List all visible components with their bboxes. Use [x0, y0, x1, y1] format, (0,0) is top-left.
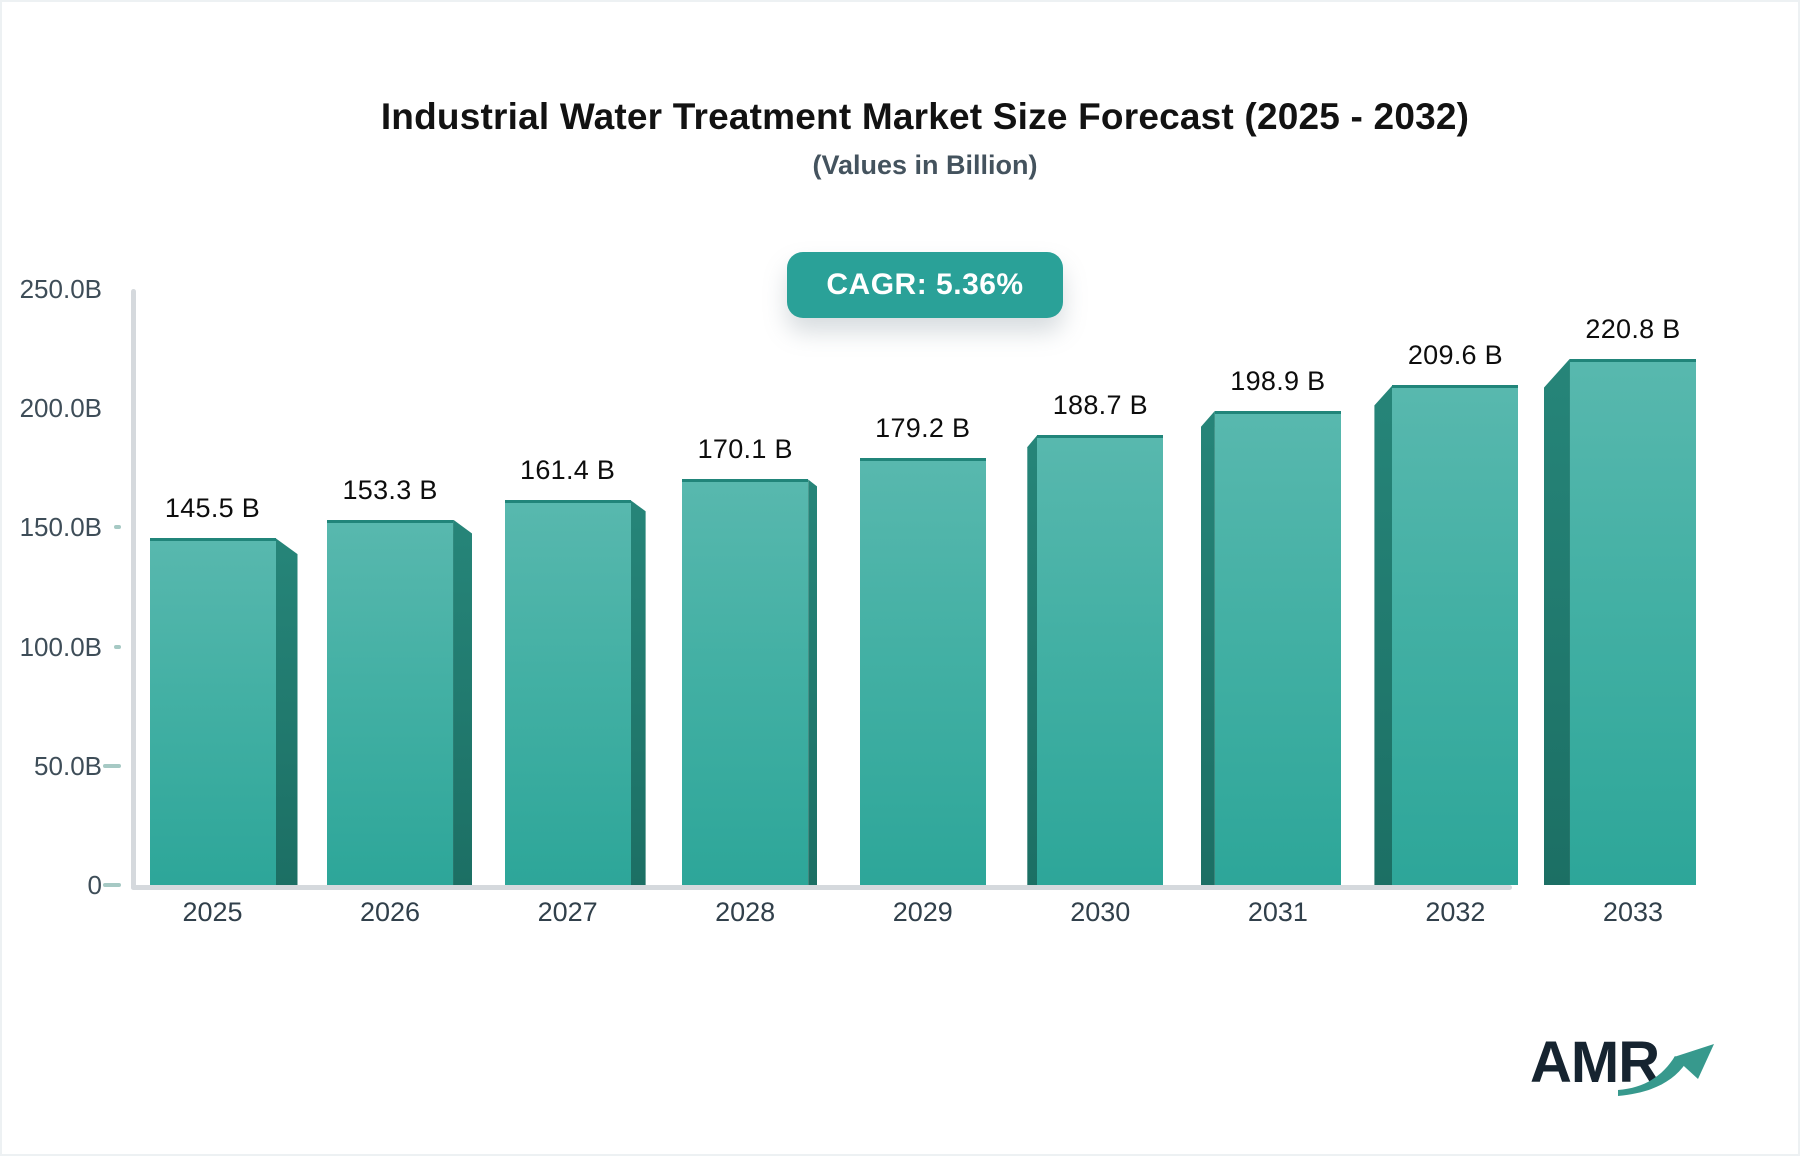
- bar-3d-side-2027: [630, 500, 646, 885]
- x-tick-label-2033: 2033: [1602, 897, 1663, 927]
- x-tick-label-2027: 2027: [537, 897, 598, 927]
- y-tick-label: 0: [87, 870, 102, 900]
- x-tick-label-2030: 2030: [1070, 897, 1131, 927]
- bar-3d-side-2030: [1027, 435, 1038, 885]
- bar-3d-side-2031: [1200, 410, 1215, 885]
- bar-2030: [1037, 435, 1164, 885]
- x-tick-label-2032: 2032: [1425, 897, 1486, 927]
- x-tick-label-2028: 2028: [715, 897, 776, 927]
- trend-up-arrow-icon: [1618, 1044, 1714, 1096]
- y-tick-label: 50.0B: [34, 750, 102, 781]
- bar-value-label-2027: 161.4 B: [520, 455, 616, 486]
- bar-value-label-2028: 170.1 B: [697, 434, 793, 465]
- bar-value-label-2032: 209.6 B: [1407, 340, 1503, 371]
- bar-2026: [327, 519, 454, 885]
- bar-value-label-2026: 153.3 B: [342, 474, 438, 505]
- bar-2027: [504, 500, 631, 885]
- amr-logo-text: AMR: [1530, 1030, 1660, 1095]
- y-tick-label: 200.0B: [19, 393, 102, 424]
- y-tick-dash: [103, 763, 121, 768]
- amr-logo: AMR: [1530, 1034, 1740, 1124]
- x-tick-label-2026: 2026: [360, 897, 421, 927]
- bar-2029: [859, 457, 986, 885]
- bar-2025: [149, 538, 276, 885]
- bar-value-label-2031: 198.9 B: [1230, 365, 1326, 396]
- y-axis-line: [131, 289, 136, 890]
- bar-value-label-2025: 145.5 B: [164, 493, 261, 524]
- y-tick-label: 150.0B: [19, 512, 102, 543]
- chart-subtitle: (Values in Billion): [812, 150, 1038, 180]
- cagr-badge: CAGR: 5.36%: [787, 252, 1063, 318]
- bar-3d-side-2033: [1543, 358, 1570, 885]
- cagr-badge-label: CAGR: 5.36%: [826, 268, 1024, 301]
- bar-3d-side-2032: [1374, 385, 1393, 885]
- y-tick-dash: [103, 883, 121, 887]
- x-tick-label-2029: 2029: [892, 897, 953, 927]
- y-tick-dash: [114, 644, 121, 649]
- x-axis-line: [131, 885, 1512, 890]
- bar-2032: [1392, 385, 1519, 885]
- x-tick-label-2025: 2025: [182, 897, 243, 927]
- bar-2028: [682, 479, 809, 885]
- bar-value-label-2029: 179.2 B: [875, 412, 971, 443]
- y-tick-dash: [114, 525, 121, 530]
- bar-2031: [1214, 410, 1341, 885]
- bar-3d-side-2028: [808, 479, 818, 885]
- bar-3d-side-2026: [453, 519, 473, 885]
- bar-value-label-2033: 220.8 B: [1585, 313, 1681, 344]
- bar-2033: [1569, 358, 1696, 885]
- bar-3d-side-2025: [275, 538, 298, 885]
- x-tick-label-2031: 2031: [1247, 897, 1308, 927]
- chart-title: Industrial Water Treatment Market Size F…: [380, 96, 1470, 137]
- y-tick-label: 100.0B: [19, 631, 102, 662]
- y-tick-label: 250.0B: [19, 274, 102, 304]
- bar-value-label-2030: 188.7 B: [1052, 390, 1148, 421]
